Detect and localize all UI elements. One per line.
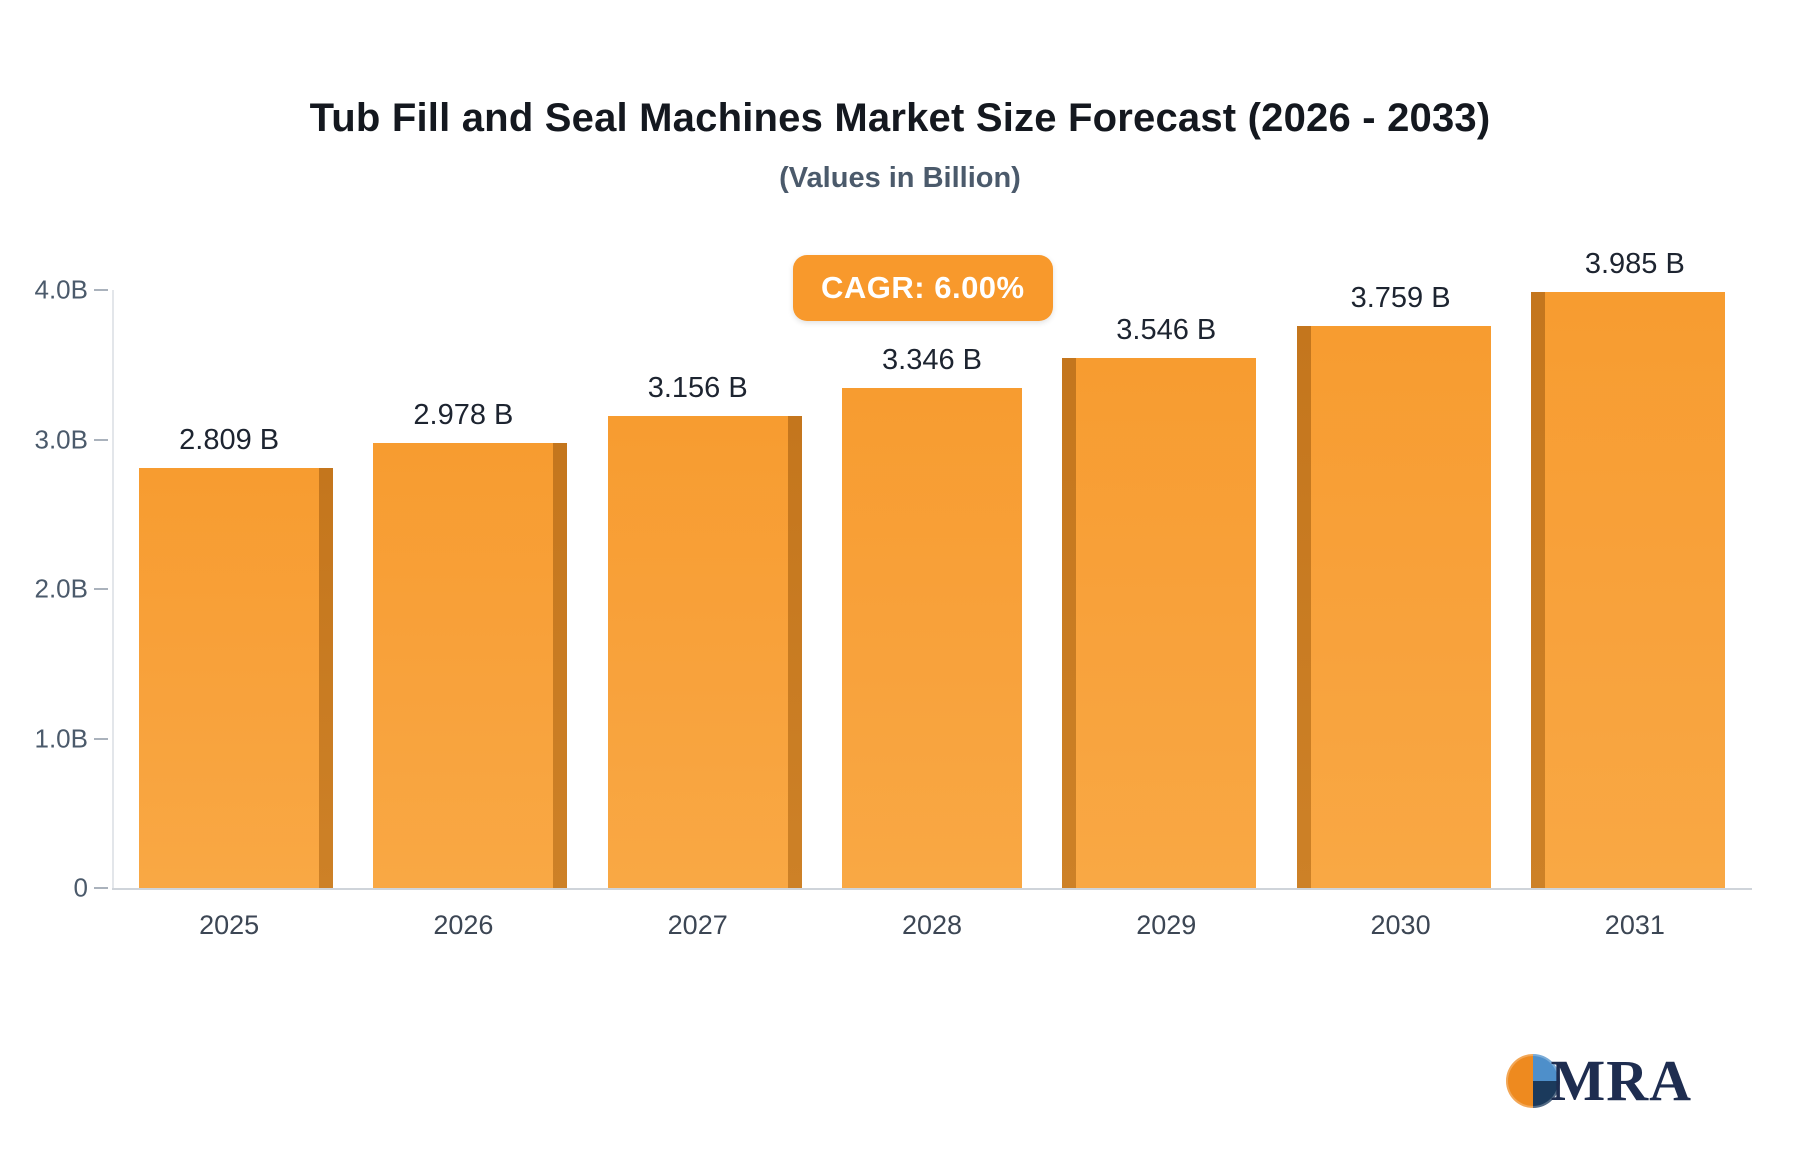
- cagr-badge: CAGR: 6.00%: [793, 255, 1053, 321]
- x-tick-label: 2026: [433, 910, 494, 940]
- bar-value-label: 2.809 B: [179, 424, 280, 457]
- y-tick-label: 4.0B: [34, 274, 89, 305]
- y-tick-mark: [94, 289, 108, 291]
- bar-value-label: 3.346 B: [882, 343, 982, 376]
- brand-logo: MRA: [1506, 1047, 1692, 1114]
- bar-side-shadow: [319, 468, 334, 888]
- x-tick-label: 2027: [667, 910, 728, 940]
- x-tick-label: 2029: [1136, 910, 1197, 940]
- bar-2025[interactable]: [139, 468, 334, 888]
- x-tick-label: 2030: [1370, 910, 1431, 940]
- bar-side-shadow: [1296, 326, 1311, 888]
- x-tick-label: 2028: [901, 910, 963, 940]
- y-tick-mark: [94, 438, 108, 441]
- bar-value-label: 2.978 B: [413, 398, 514, 431]
- pie-logo-icon: [1506, 1053, 1561, 1108]
- brand-logo-text: MRA: [1550, 1048, 1692, 1113]
- bar-side-shadow: [1530, 292, 1545, 888]
- bar-2030[interactable]: [1296, 326, 1491, 888]
- bar-side-shadow: [1062, 357, 1077, 888]
- bar-2026[interactable]: [373, 442, 568, 888]
- y-tick-label: 1.0B: [34, 723, 89, 753]
- y-tick-mark: [94, 737, 108, 740]
- bar-side-shadow: [553, 442, 568, 888]
- chart-title: Tub Fill and Seal Machines Market Size F…: [309, 96, 1491, 140]
- y-tick-label: 0: [73, 872, 88, 903]
- x-tick-label: 2025: [199, 910, 260, 940]
- bar-2028[interactable]: [842, 387, 1022, 888]
- y-tick-label: 3.0B: [34, 424, 89, 454]
- bar-2031[interactable]: [1530, 292, 1725, 888]
- bar-side-shadow: [787, 416, 802, 888]
- bar-value-label: 3.156 B: [647, 372, 748, 405]
- bar-value-label: 3.546 B: [1116, 313, 1217, 346]
- bar-value-label: 3.985 B: [1584, 248, 1685, 281]
- x-axis-line: [112, 888, 1752, 890]
- y-axis-line: [112, 290, 114, 888]
- y-tick-mark: [94, 887, 108, 889]
- cagr-badge-label: CAGR: 6.00%: [821, 270, 1025, 305]
- y-tick-label: 2.0B: [34, 573, 89, 604]
- y-tick-mark: [94, 588, 108, 590]
- bar-2029[interactable]: [1062, 357, 1257, 888]
- chart-subtitle: (Values in Billion): [779, 162, 1021, 194]
- bar-value-label: 3.759 B: [1350, 282, 1451, 315]
- bar-2027[interactable]: [607, 416, 802, 888]
- x-tick-label: 2031: [1604, 910, 1665, 940]
